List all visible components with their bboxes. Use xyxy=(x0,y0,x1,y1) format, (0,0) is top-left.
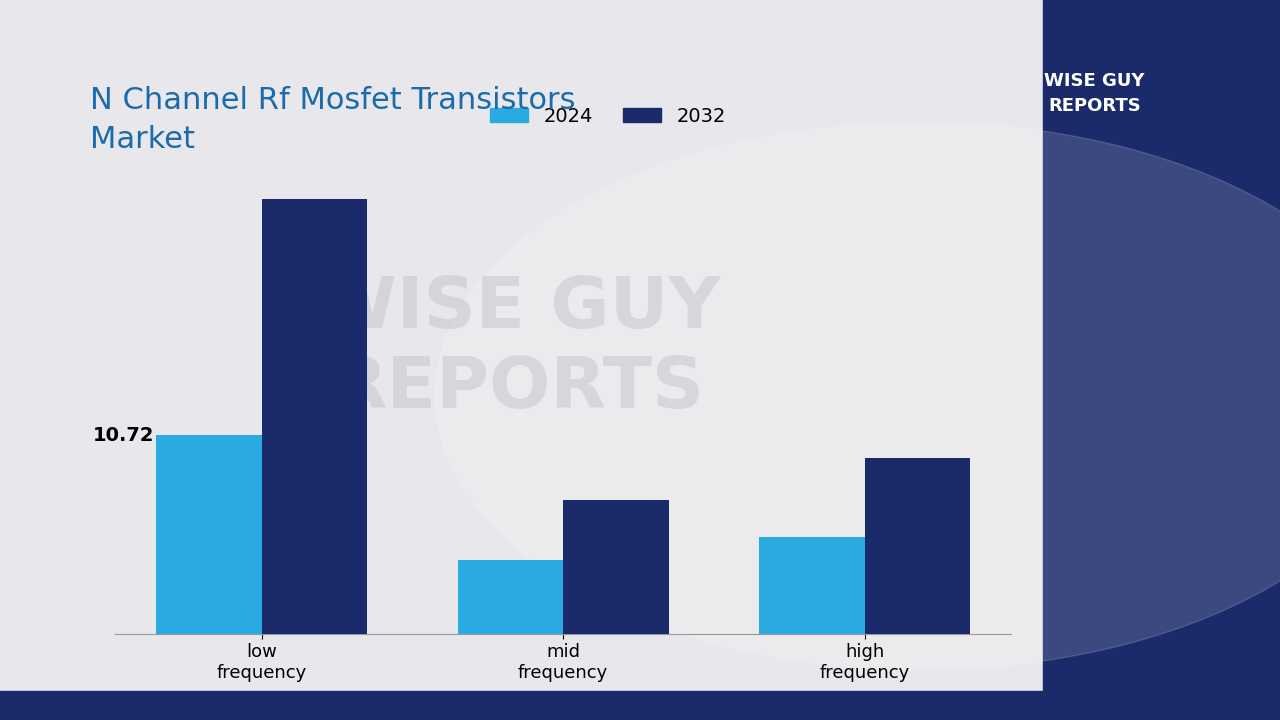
Bar xyxy=(261,199,367,634)
Text: N Channel Rf Mosfet Transistors
Market: N Channel Rf Mosfet Transistors Market xyxy=(90,86,575,153)
Bar xyxy=(865,458,970,634)
Bar xyxy=(563,500,668,634)
Bar xyxy=(458,559,563,634)
Circle shape xyxy=(435,122,1280,670)
Bar xyxy=(156,435,261,634)
Text: WISE GUY
REPORTS: WISE GUY REPORTS xyxy=(1044,72,1144,115)
Bar xyxy=(759,537,865,634)
Text: 10.72: 10.72 xyxy=(93,426,155,445)
Bar xyxy=(0,0,1043,720)
Bar xyxy=(1043,0,1280,720)
Text: WISE GUY
REPORTS: WISE GUY REPORTS xyxy=(316,274,721,423)
Bar xyxy=(0,691,1043,720)
Legend: 2024, 2032: 2024, 2032 xyxy=(481,99,735,133)
